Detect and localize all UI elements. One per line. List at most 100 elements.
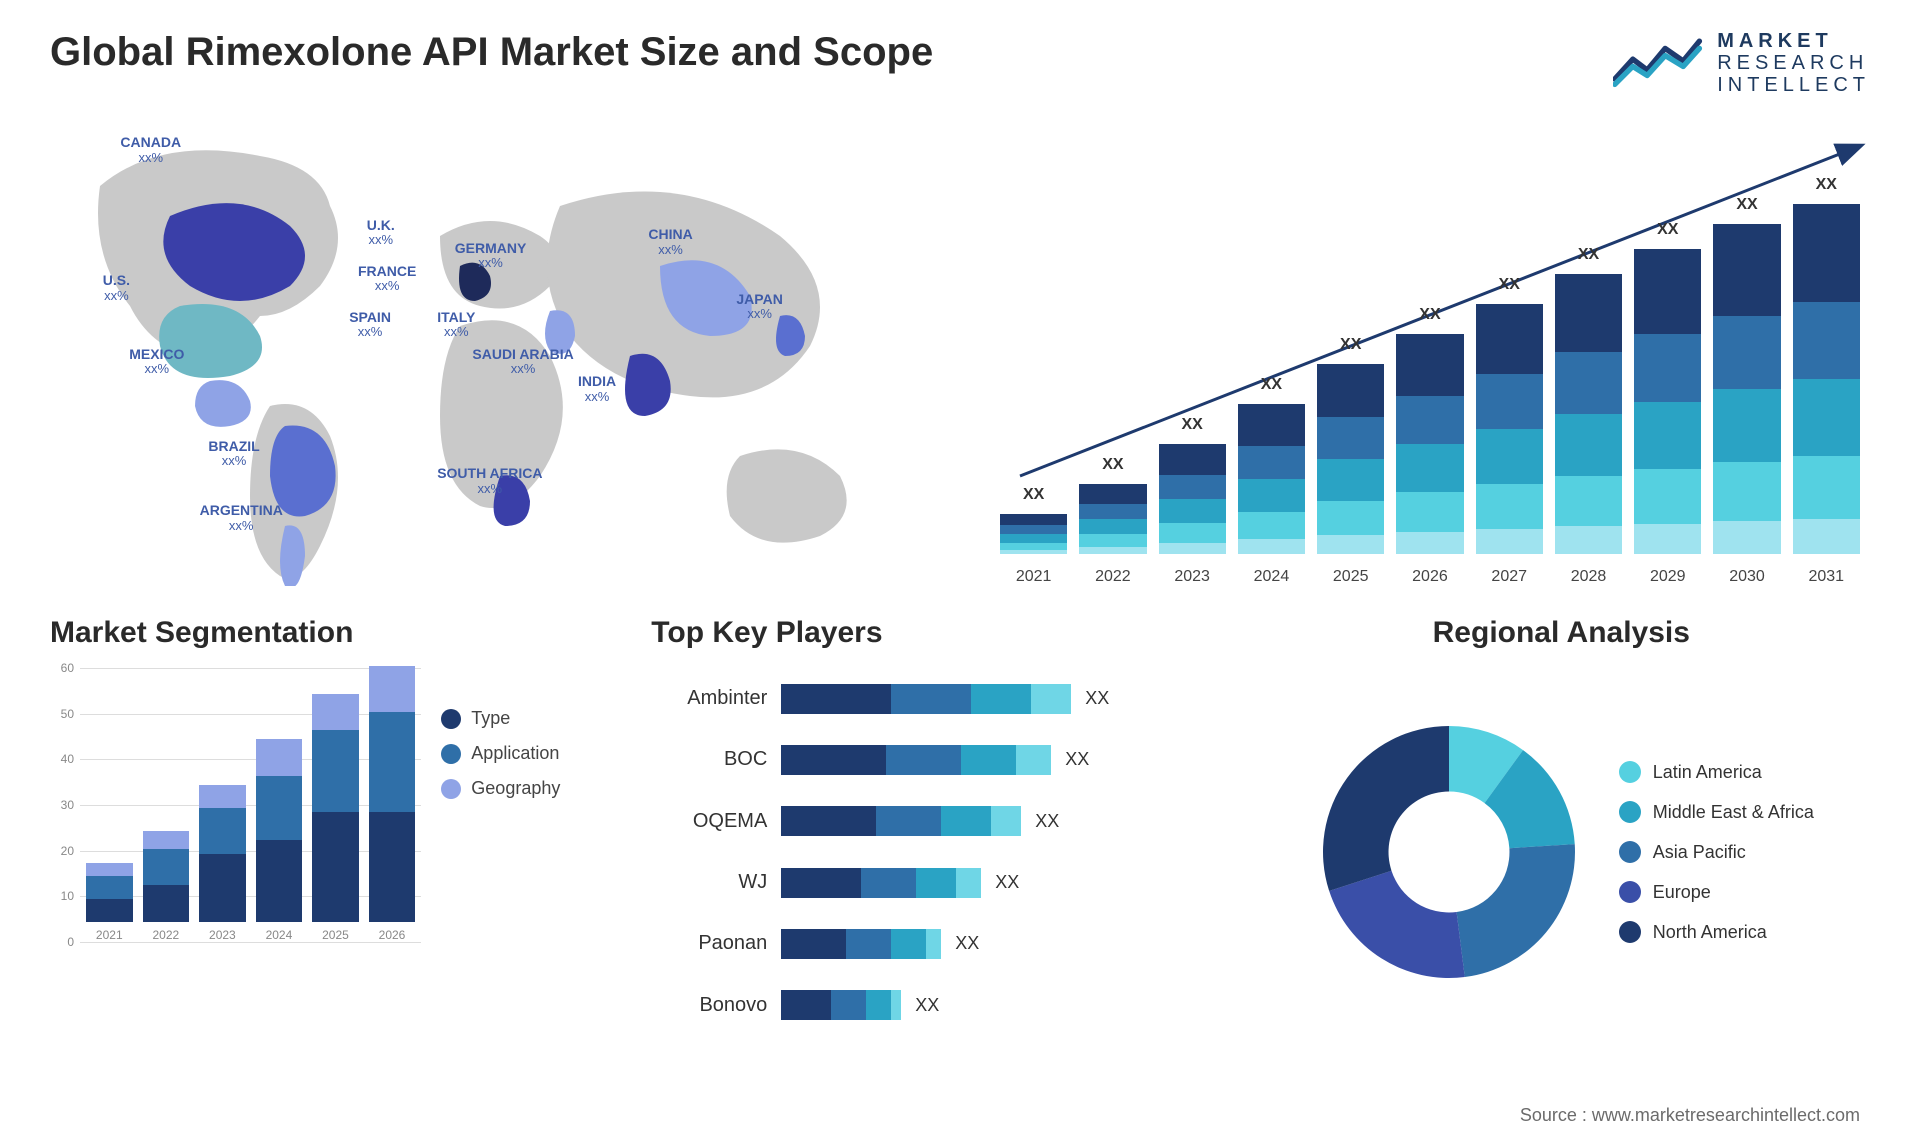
- map-label: ARGENTINAxx%: [200, 503, 283, 533]
- kp-row-label: Ambinter: [651, 687, 767, 710]
- forecast-year-label: 2030: [1729, 568, 1765, 586]
- forecast-value-label: XX: [1657, 221, 1678, 239]
- segmentation-chart: 0102030405060 202120222023202420252026: [50, 668, 421, 968]
- forecast-bar: [1476, 304, 1543, 554]
- seg-cell: [369, 666, 416, 712]
- forecast-segment: [1634, 249, 1701, 334]
- kp-segment: [781, 684, 891, 714]
- map-label: FRANCExx%: [358, 264, 416, 294]
- map-label: CHINAxx%: [648, 227, 692, 257]
- legend-item: Geography: [441, 778, 611, 799]
- forecast-segment: [1317, 459, 1384, 501]
- kp-segment: [876, 806, 941, 836]
- kp-row: XX: [781, 684, 1212, 714]
- key-players-panel: Top Key Players AmbinterBOCOQEMAWJPaonan…: [651, 616, 1212, 1036]
- kp-row-label: Bonovo: [651, 994, 767, 1017]
- forecast-segment: [1000, 534, 1067, 543]
- seg-y-tick: 30: [61, 798, 74, 812]
- forecast-column: XX 2029: [1634, 221, 1701, 586]
- forecast-segment: [1000, 550, 1067, 554]
- world-map-panel: CANADAxx%U.S.xx%MEXICOxx%BRAZILxx%ARGENT…: [50, 126, 930, 586]
- forecast-column: XX2021: [1000, 486, 1067, 586]
- forecast-segment: [1555, 274, 1622, 352]
- segmentation-panel: Market Segmentation 0102030405060 202120…: [50, 616, 611, 1036]
- legend-label: North America: [1653, 922, 1767, 943]
- segmentation-legend: TypeApplicationGeography: [441, 668, 611, 1036]
- forecast-year-label: 2025: [1333, 568, 1369, 586]
- map-label: BRAZILxx%: [208, 439, 259, 469]
- kp-row-label: OQEMA: [651, 810, 767, 833]
- forecast-chart-panel: XX2021XX2022XX2023XX2024XX2025XX2026XX20…: [990, 126, 1870, 586]
- seg-x-label: 2023: [209, 928, 236, 942]
- forecast-segment: [1555, 526, 1622, 554]
- forecast-year-label: 2029: [1650, 568, 1686, 586]
- legend-swatch: [1619, 761, 1641, 783]
- kp-row: XX: [781, 868, 1212, 898]
- regional-legend-item: Asia Pacific: [1619, 841, 1814, 863]
- kp-segment: [781, 745, 886, 775]
- legend-label: Middle East & Africa: [1653, 802, 1814, 823]
- seg-stack: [199, 785, 246, 922]
- key-players-chart: AmbinterBOCOQEMAWJPaonanBonovo XXXXXXXXX…: [651, 668, 1212, 1036]
- kp-row: XX: [781, 806, 1212, 836]
- seg-y-tick: 40: [61, 752, 74, 766]
- map-label: MEXICOxx%: [129, 347, 184, 377]
- seg-cell: [256, 840, 303, 922]
- seg-x-label: 2026: [379, 928, 406, 942]
- forecast-segment: [1476, 374, 1543, 429]
- seg-column: 2023: [199, 785, 246, 942]
- forecast-column: XX2024: [1238, 376, 1305, 586]
- map-label: SPAINxx%: [349, 310, 391, 340]
- forecast-column: XX2026: [1396, 306, 1463, 586]
- kp-bar: [781, 929, 941, 959]
- seg-cell: [369, 812, 416, 922]
- forecast-bar: [1793, 204, 1860, 554]
- kp-segment: [891, 929, 926, 959]
- forecast-segment: [1159, 523, 1226, 543]
- kp-segment: [781, 929, 846, 959]
- forecast-segment: [1476, 429, 1543, 484]
- seg-cell: [312, 730, 359, 812]
- seg-y-tick: 10: [61, 889, 74, 903]
- legend-label: Europe: [1653, 882, 1711, 903]
- seg-stack: [256, 739, 303, 922]
- seg-y-tick: 0: [67, 935, 74, 949]
- seg-x-label: 2022: [152, 928, 179, 942]
- forecast-column: XX 2028: [1555, 246, 1622, 586]
- map-label: ITALYxx%: [437, 310, 475, 340]
- donut-slice: [1323, 726, 1449, 891]
- forecast-segment: [1238, 404, 1305, 446]
- forecast-column: XX 2025: [1317, 336, 1384, 586]
- logo-text: MARKET RESEARCH INTELLECT: [1717, 30, 1870, 96]
- forecast-bar: [1396, 334, 1463, 554]
- kp-segment: [971, 684, 1031, 714]
- forecast-segment: [1476, 304, 1543, 374]
- kp-bar: [781, 745, 1051, 775]
- forecast-segment: [1634, 524, 1701, 555]
- kp-segment: [1016, 745, 1051, 775]
- forecast-segment: [1634, 334, 1701, 401]
- kp-row-label: BOC: [651, 748, 767, 771]
- source-attribution: Source : www.marketresearchintellect.com: [1520, 1105, 1860, 1126]
- forecast-segment: [1396, 492, 1463, 532]
- legend-label: Type: [471, 708, 510, 729]
- kp-row-label: WJ: [651, 871, 767, 894]
- kp-segment: [891, 684, 971, 714]
- forecast-segment: [1159, 543, 1226, 554]
- forecast-segment: [1079, 519, 1146, 534]
- donut-slice: [1329, 871, 1465, 978]
- regional-legend-item: Middle East & Africa: [1619, 801, 1814, 823]
- forecast-value-label: XX: [1340, 336, 1361, 354]
- kp-segment: [941, 806, 991, 836]
- forecast-value-label: XX: [1181, 416, 1202, 434]
- kp-value-label: XX: [995, 872, 1019, 893]
- forecast-value-label: XX: [1578, 246, 1599, 264]
- seg-stack: [86, 863, 133, 922]
- seg-cell: [86, 863, 133, 877]
- kp-segment: [831, 990, 866, 1020]
- forecast-segment: [1713, 316, 1780, 389]
- regional-title: Regional Analysis: [1253, 616, 1870, 650]
- legend-swatch: [1619, 921, 1641, 943]
- forecast-year-label: 2028: [1571, 568, 1607, 586]
- legend-swatch: [441, 709, 461, 729]
